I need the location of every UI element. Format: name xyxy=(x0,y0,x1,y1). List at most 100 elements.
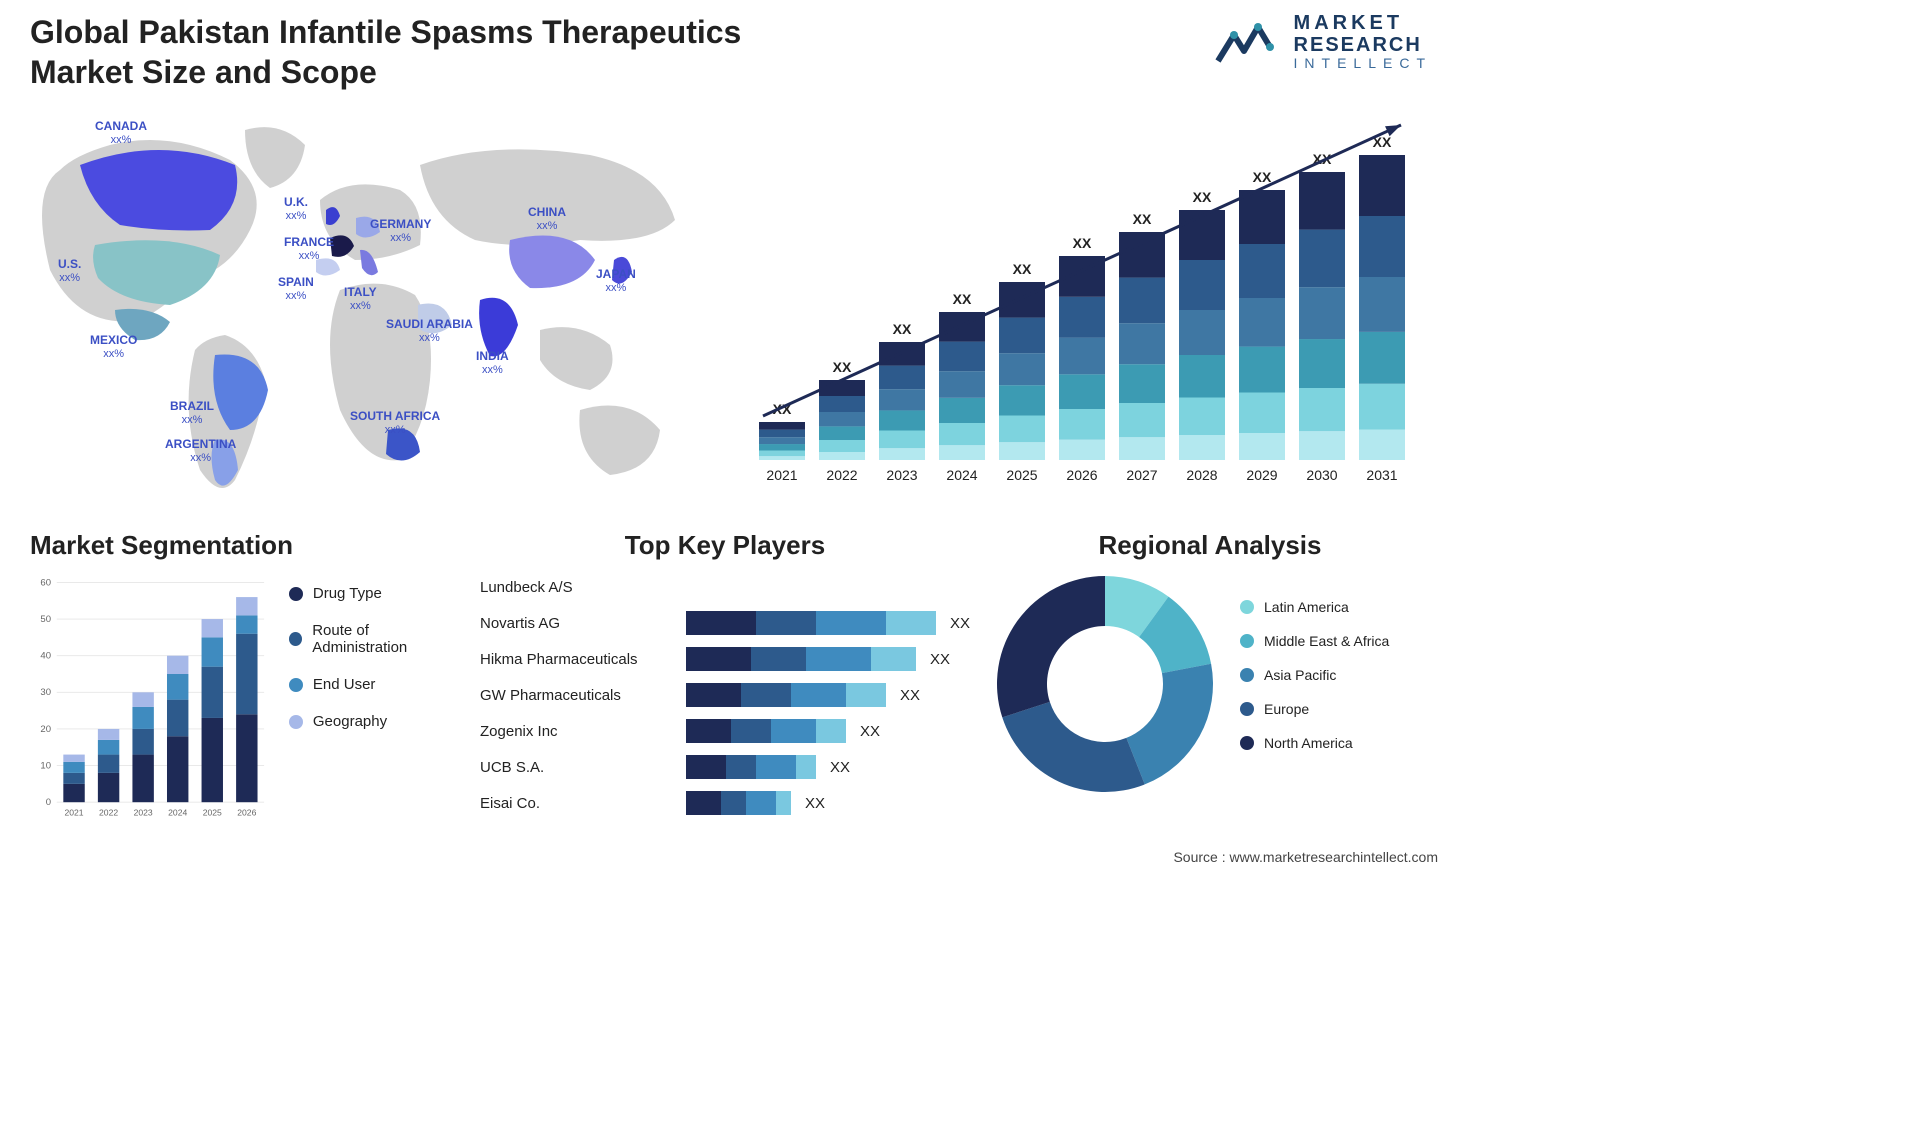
map-label: MEXICOxx% xyxy=(90,334,137,360)
trend-bar-chart: XX 2021 XX 2022 XX 2023 XX 2024 XX 2025 XX 2026 XX 20… xyxy=(745,100,1425,500)
svg-text:2024: 2024 xyxy=(168,808,187,818)
svg-text:2024: 2024 xyxy=(946,467,977,483)
logo: MARKET RESEARCH INTELLECT xyxy=(1214,12,1432,71)
key-players-title: Top Key Players xyxy=(480,530,970,561)
svg-text:XX: XX xyxy=(1133,211,1152,227)
svg-text:2028: 2028 xyxy=(1186,467,1217,483)
key-player-name: Lundbeck A/S xyxy=(480,579,680,596)
segmentation-legend-item: Geography xyxy=(289,713,460,730)
key-player-value: XX xyxy=(930,651,950,668)
map-label: SOUTH AFRICAxx% xyxy=(350,410,440,436)
segmentation-legend-item: Drug Type xyxy=(289,585,460,602)
svg-text:XX: XX xyxy=(1253,169,1272,185)
svg-text:2022: 2022 xyxy=(99,808,118,818)
map-label: U.K.xx% xyxy=(284,196,308,222)
map-label: BRAZILxx% xyxy=(170,400,214,426)
svg-text:30: 30 xyxy=(40,687,51,698)
svg-text:2027: 2027 xyxy=(1126,467,1157,483)
regional-legend-item: Middle East & Africa xyxy=(1240,633,1389,649)
key-player-name: Hikma Pharmaceuticals xyxy=(480,651,680,668)
svg-text:XX: XX xyxy=(1193,189,1212,205)
svg-text:40: 40 xyxy=(40,651,51,662)
svg-text:2022: 2022 xyxy=(826,467,857,483)
svg-text:50: 50 xyxy=(40,614,51,625)
key-player-row: Zogenix Inc XX xyxy=(480,713,970,749)
key-player-bar xyxy=(686,683,886,707)
svg-text:2021: 2021 xyxy=(766,467,797,483)
svg-text:2023: 2023 xyxy=(886,467,917,483)
key-player-value: XX xyxy=(860,723,880,740)
svg-text:60: 60 xyxy=(40,577,51,588)
segmentation-legend-item: End User xyxy=(289,676,460,693)
key-player-name: UCB S.A. xyxy=(480,759,680,776)
regional-legend: Latin AmericaMiddle East & AfricaAsia Pa… xyxy=(1240,599,1389,769)
key-player-row: UCB S.A. XX xyxy=(480,749,970,785)
map-label: SPAINxx% xyxy=(278,276,314,302)
key-player-name: GW Pharmaceuticals xyxy=(480,687,680,704)
svg-text:2021: 2021 xyxy=(64,808,83,818)
svg-text:XX: XX xyxy=(833,359,852,375)
regional-legend-item: Latin America xyxy=(1240,599,1389,615)
map-label: ARGENTINAxx% xyxy=(165,438,236,464)
key-player-name: Zogenix Inc xyxy=(480,723,680,740)
regional-legend-item: Europe xyxy=(1240,701,1389,717)
key-player-name: Novartis AG xyxy=(480,615,680,632)
key-player-row: Eisai Co. XX xyxy=(480,785,970,821)
segmentation-legend: Drug Type Route of Administration End User… xyxy=(289,569,460,829)
map-label: GERMANYxx% xyxy=(370,218,431,244)
key-player-row: GW Pharmaceuticals XX xyxy=(480,677,970,713)
header: Global Pakistan Infantile Spasms Therape… xyxy=(30,12,1432,92)
map-label: FRANCExx% xyxy=(284,236,334,262)
map-label: SAUDI ARABIAxx% xyxy=(386,318,473,344)
map-label: INDIAxx% xyxy=(476,350,509,376)
segmentation-chart: 0 10 20 30 40 50 60 2021 2022 2023 2024 2025 2026 xyxy=(30,569,269,829)
world-map: CANADAxx% U.S.xx% MEXICOxx% BRAZILxx% ARGENT… xyxy=(20,110,700,510)
key-players-rows: Lundbeck A/SNovartis AGXXHikma Pharmaceu… xyxy=(480,569,970,821)
regional-donut xyxy=(990,569,1220,799)
svg-text:2031: 2031 xyxy=(1366,467,1397,483)
key-player-value: XX xyxy=(830,759,850,776)
key-player-value: XX xyxy=(950,615,970,632)
key-player-bar xyxy=(686,647,916,671)
segmentation-legend-item: Route of Administration xyxy=(289,622,460,656)
svg-text:XX: XX xyxy=(1013,261,1032,277)
logo-line3: INTELLECT xyxy=(1294,56,1432,71)
logo-line2: RESEARCH xyxy=(1294,34,1432,56)
svg-text:XX: XX xyxy=(1073,235,1092,251)
svg-text:0: 0 xyxy=(46,797,51,808)
svg-text:2025: 2025 xyxy=(203,808,222,818)
regional-panel: Regional Analysis Latin America Middle Ea… xyxy=(990,530,1430,799)
key-player-bar xyxy=(686,791,791,815)
segmentation-title: Market Segmentation xyxy=(30,530,460,561)
regional-title: Regional Analysis xyxy=(990,530,1430,561)
source-text: Source : www.marketresearchintellect.com xyxy=(1173,849,1438,865)
segmentation-panel: Market Segmentation 0 10 20 30 40 50 60 2021 202… xyxy=(30,530,460,829)
key-player-bar xyxy=(686,719,846,743)
regional-legend-item: North America xyxy=(1240,735,1389,751)
key-player-value: XX xyxy=(900,687,920,704)
svg-text:2029: 2029 xyxy=(1246,467,1277,483)
map-label: JAPANxx% xyxy=(596,268,636,294)
svg-text:XX: XX xyxy=(953,291,972,307)
svg-text:10: 10 xyxy=(40,760,51,771)
svg-text:20: 20 xyxy=(40,724,51,735)
key-players-panel: Top Key Players Lundbeck A/S Novartis AG X… xyxy=(480,530,970,821)
map-label: U.S.xx% xyxy=(58,258,81,284)
svg-text:2026: 2026 xyxy=(1066,467,1097,483)
svg-text:2023: 2023 xyxy=(134,808,153,818)
map-label: ITALYxx% xyxy=(344,286,377,312)
key-player-bar xyxy=(686,611,936,635)
key-player-row: Hikma Pharmaceuticals XX xyxy=(480,641,970,677)
map-label: CANADAxx% xyxy=(95,120,147,146)
page-title: Global Pakistan Infantile Spasms Therape… xyxy=(30,12,770,92)
key-player-name: Eisai Co. xyxy=(480,795,680,812)
key-player-row: Lundbeck A/S xyxy=(480,569,970,605)
svg-text:2025: 2025 xyxy=(1006,467,1037,483)
svg-text:2026: 2026 xyxy=(237,808,256,818)
map-label: CHINAxx% xyxy=(528,206,566,232)
key-player-row: Novartis AG XX xyxy=(480,605,970,641)
key-player-value: XX xyxy=(805,795,825,812)
svg-text:XX: XX xyxy=(893,321,912,337)
svg-text:2030: 2030 xyxy=(1306,467,1337,483)
logo-line1: MARKET xyxy=(1294,12,1432,34)
